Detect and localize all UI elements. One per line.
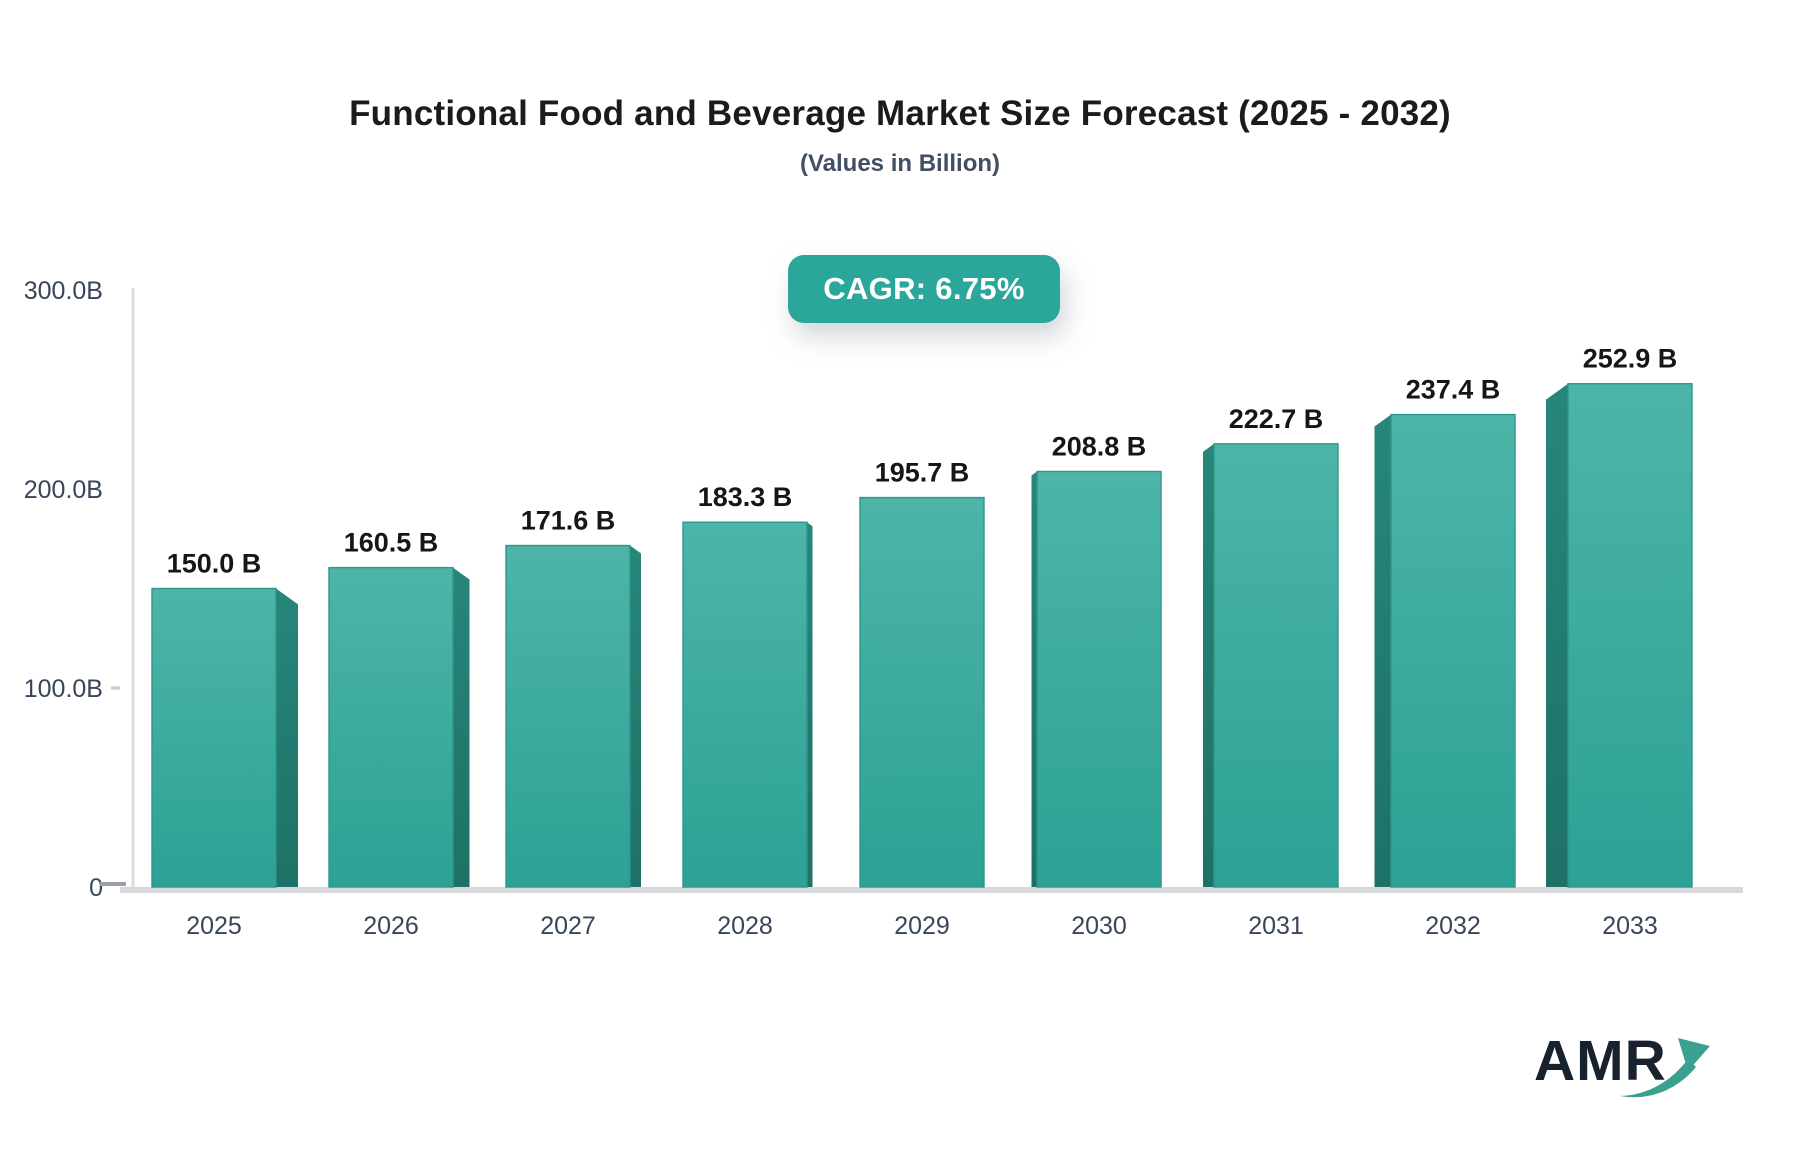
bar-2025 bbox=[151, 587, 277, 888]
bar-value-label: 160.5 B bbox=[344, 528, 439, 558]
bar-2026 bbox=[328, 566, 454, 888]
bar-side-2032 bbox=[1374, 414, 1391, 887]
bar-value-label: 183.3 B bbox=[698, 482, 793, 512]
y-axis-label: 0 bbox=[89, 874, 103, 902]
bar-side-2027 bbox=[630, 545, 641, 887]
bar-value-label: 252.9 B bbox=[1583, 344, 1678, 374]
bar-2029 bbox=[859, 496, 985, 888]
x-axis-label: 2032 bbox=[1425, 912, 1481, 940]
bar-side-2030 bbox=[1031, 471, 1037, 887]
bar-side-2025 bbox=[276, 588, 298, 887]
bar-value-label: 171.6 B bbox=[521, 506, 616, 536]
growth-arrow-icon bbox=[1620, 1038, 1710, 1098]
bar-side-2033 bbox=[1546, 383, 1568, 887]
bar-2032 bbox=[1390, 413, 1516, 888]
x-axis-label: 2030 bbox=[1071, 912, 1127, 940]
bar-side-2026 bbox=[453, 567, 470, 887]
bar-2033 bbox=[1567, 383, 1693, 888]
cagr-badge-label: CAGR: 6.75% bbox=[823, 271, 1025, 306]
bar-2031 bbox=[1213, 443, 1339, 888]
cagr-badge: CAGR: 6.75% bbox=[788, 255, 1060, 323]
amr-logo: AMR bbox=[1534, 1028, 1774, 1128]
x-axis-label: 2025 bbox=[186, 912, 242, 940]
bar-side-2028 bbox=[807, 522, 813, 887]
bar-value-label: 150.0 B bbox=[167, 549, 262, 579]
chart-header: Functional Food and Beverage Market Size… bbox=[0, 94, 1800, 178]
x-axis-label: 2029 bbox=[894, 912, 950, 940]
y-axis-label: 200.0B bbox=[24, 476, 103, 504]
bar-value-label: 195.7 B bbox=[875, 458, 970, 488]
bar-value-label: 208.8 B bbox=[1052, 431, 1147, 461]
bar-2030 bbox=[1036, 470, 1162, 888]
x-axis-label: 2026 bbox=[363, 912, 419, 940]
y-axis-label: 300.0B bbox=[24, 277, 103, 305]
x-axis-label: 2031 bbox=[1248, 912, 1304, 940]
bar-2027 bbox=[505, 544, 631, 888]
bar-value-label: 222.7 B bbox=[1229, 404, 1324, 434]
amr-logo-text: AMR bbox=[1534, 1029, 1667, 1093]
chart-subtitle: (Values in Billion) bbox=[799, 150, 1001, 177]
bar-value-label: 237.4 B bbox=[1406, 375, 1501, 405]
y-axis-label: 100.0B bbox=[24, 675, 103, 703]
x-axis-label: 2033 bbox=[1602, 912, 1658, 940]
bar-side-2031 bbox=[1203, 443, 1214, 887]
x-axis-label: 2028 bbox=[717, 912, 773, 940]
chart-title: Functional Food and Beverage Market Size… bbox=[349, 94, 1451, 133]
bar-2028 bbox=[682, 521, 808, 888]
x-axis-label: 2027 bbox=[540, 912, 596, 940]
